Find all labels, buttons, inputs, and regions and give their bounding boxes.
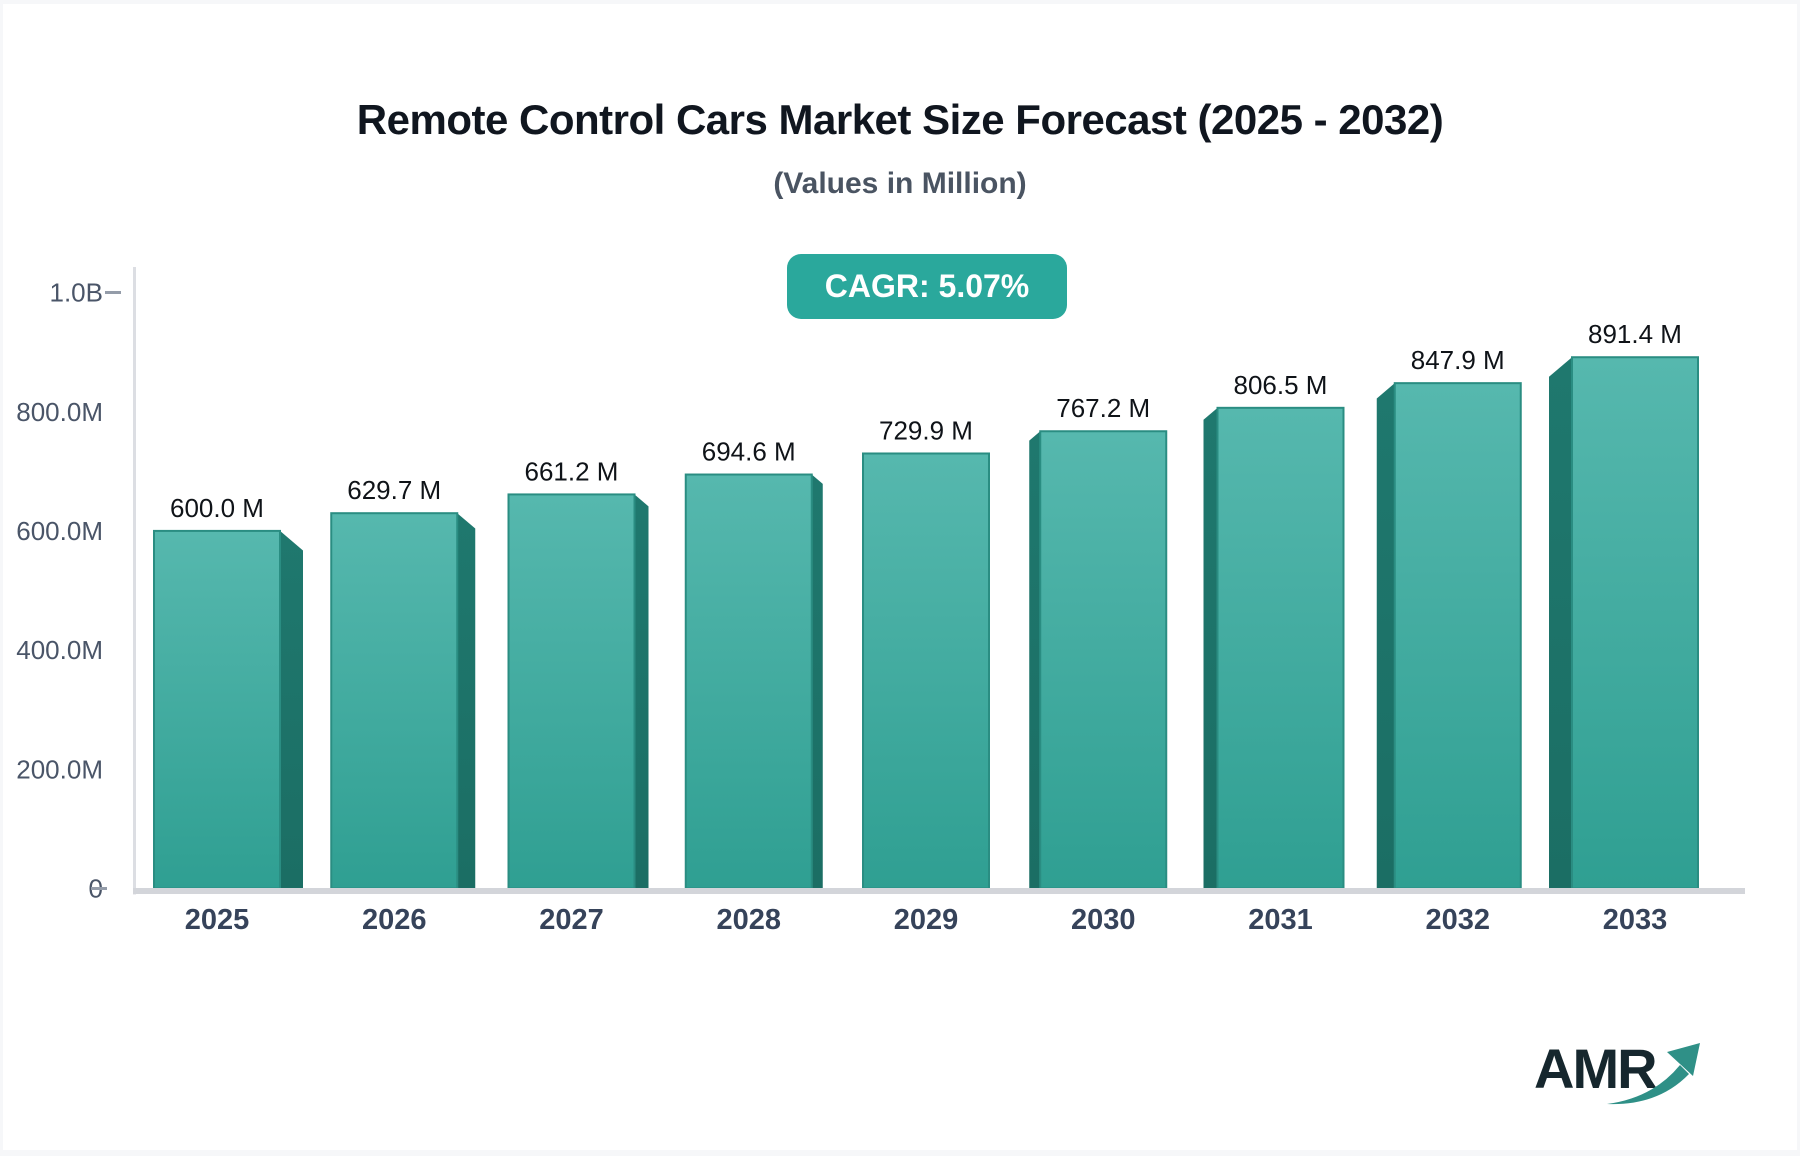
bar-value-label: 729.9 M: [879, 415, 973, 445]
y-tick-label: 800.0M: [16, 397, 103, 427]
cagr-badge-label: CAGR: 5.07%: [824, 268, 1030, 304]
bar-value-label: 891.4 M: [1588, 319, 1682, 349]
bar-2032[interactable]: 847.9 M 2032: [1376, 345, 1522, 936]
x-category-label: 2030: [1071, 904, 1136, 936]
amr-logo-text: AMR: [1534, 1037, 1658, 1100]
bar-front-face: [330, 512, 459, 890]
bar-front-face: [1393, 382, 1522, 890]
bar-2030[interactable]: 767.2 M 2030: [1029, 393, 1168, 936]
bar-value-label: 806.5 M: [1234, 370, 1328, 400]
bar-side-face: [280, 530, 303, 889]
y-tick-mark: [91, 887, 107, 890]
bar-2027[interactable]: 661.2 M 2027: [507, 456, 649, 936]
growth-arrow-icon: [1607, 1043, 1700, 1105]
bar-value-label: 600.0 M: [170, 493, 264, 523]
y-tick-label: 200.0M: [16, 754, 103, 784]
x-axis-baseline: [133, 888, 1745, 894]
bar-2031[interactable]: 806.5 M 2031: [1203, 370, 1345, 936]
bar-side-face: [1203, 407, 1218, 889]
x-category-label: 2033: [1603, 904, 1668, 936]
bar-side-face: [811, 474, 823, 889]
x-category-label: 2031: [1248, 904, 1313, 936]
y-tick-mark: [105, 291, 121, 294]
bar-value-label: 661.2 M: [525, 456, 619, 486]
bar-side-face: [457, 513, 476, 889]
x-category-label: 2027: [539, 904, 604, 936]
x-category-label: 2026: [362, 904, 427, 936]
x-category-label: 2025: [185, 904, 250, 936]
chart-card: Remote Control Cars Market Size Forecast…: [3, 4, 1797, 1150]
bar-side-face: [1376, 383, 1395, 889]
bar-front-face: [507, 493, 636, 890]
chart-title: Remote Control Cars Market Size Forecast…: [356, 96, 1444, 143]
bar-2026[interactable]: 629.7 M 2026: [330, 475, 476, 936]
bar-value-label: 629.7 M: [347, 475, 441, 505]
y-tick-label: 400.0M: [16, 635, 103, 665]
x-category-label: 2032: [1425, 904, 1490, 936]
bar-value-label: 767.2 M: [1056, 393, 1150, 423]
bar-2029[interactable]: 729.9 M 2029: [862, 415, 990, 936]
bar-front-face: [153, 529, 281, 890]
arrow-swoosh: [1607, 1065, 1689, 1105]
chart-subtitle: (Values in Million): [773, 167, 1027, 200]
bar-side-face: [634, 494, 649, 889]
bar-side-face: [1029, 431, 1041, 889]
bar-front-face: [862, 452, 990, 890]
cagr-badge: CAGR: 5.07%: [787, 254, 1067, 319]
bar-front-face: [1216, 406, 1345, 890]
arrow-head: [1667, 1043, 1700, 1076]
x-category-label: 2029: [894, 904, 959, 936]
bar-value-label: 847.9 M: [1411, 345, 1505, 375]
bar-2033[interactable]: 891.4 M 2033: [1549, 319, 1699, 936]
bar-2025[interactable]: 600.0 M 2025: [153, 493, 303, 936]
bar-front-face: [1571, 356, 1699, 890]
bar-value-label: 694.6 M: [702, 437, 796, 467]
bar-front-face: [684, 473, 813, 890]
bar-front-face: [1039, 430, 1168, 890]
bar-side-face: [1549, 357, 1572, 889]
y-tick-label: 600.0M: [16, 516, 103, 546]
amr-logo: AMR: [1534, 1036, 1724, 1120]
x-category-label: 2028: [716, 904, 781, 936]
y-axis-line: [133, 267, 136, 895]
bar-2028[interactable]: 694.6 M 2028: [684, 437, 823, 936]
y-tick-label: 1.0B: [50, 278, 104, 308]
